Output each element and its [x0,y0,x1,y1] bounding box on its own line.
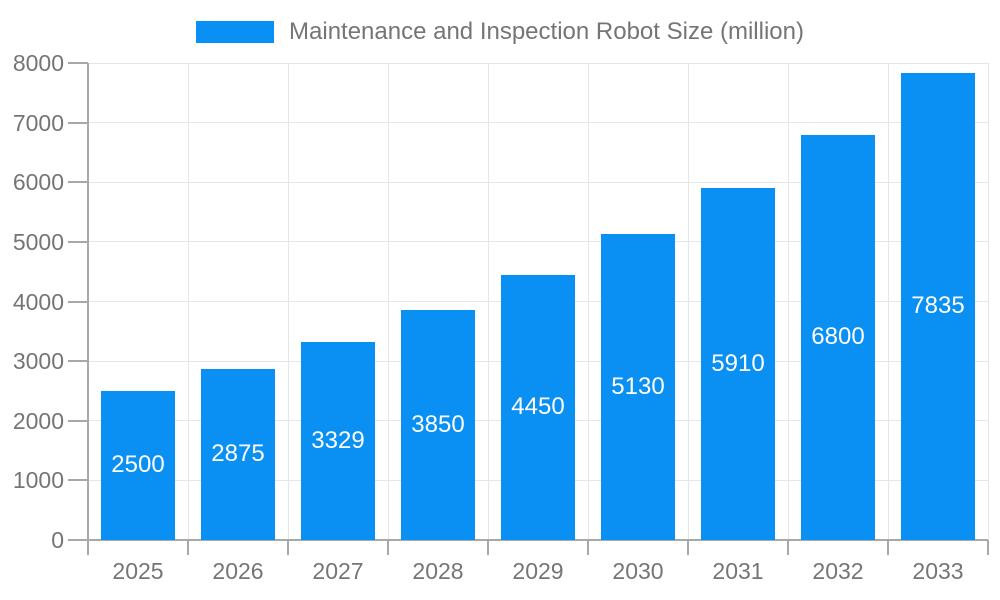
x-axis-tick [287,540,289,555]
bar [801,134,875,540]
bar [501,274,575,540]
x-axis-tick-label: 2030 [612,558,664,584]
y-axis-tick-label: 0 [51,527,64,553]
x-axis-tick-label: 2027 [312,558,364,584]
y-axis-tick-label: 5000 [12,228,64,255]
x-axis-tick [587,540,589,555]
y-axis-tick-label: 7000 [12,109,64,136]
x-axis-tick [487,540,489,555]
y-axis-tick [68,419,88,422]
x-axis-tick [387,540,389,555]
bar-value-label: 2500 [111,451,165,479]
legend-swatch [196,21,275,43]
bar-value-label: 4450 [511,393,565,421]
y-axis-tick [68,360,88,363]
y-axis-tick-label: 1000 [12,467,64,494]
x-axis-tick-label: 2029 [512,558,564,584]
gridline-horizontal [88,181,988,183]
gridline-vertical [387,63,389,540]
bar [101,390,175,540]
y-axis-tick-label: 6000 [12,169,64,196]
bar-value-label: 5910 [711,349,765,377]
y-axis-tick [68,121,88,124]
x-axis-tick-label: 2032 [812,558,864,584]
gridline-vertical [787,63,789,540]
bar-value-label: 6800 [811,323,865,351]
x-axis-tick [87,540,89,555]
bar [301,341,375,540]
y-axis-tick-label: 3000 [12,348,64,375]
y-axis-tick [68,539,88,541]
y-axis-tick [68,300,88,303]
x-axis-tick [687,540,689,555]
bar-value-label: 3850 [411,411,465,439]
gridline-vertical [287,63,289,540]
y-axis-tick [68,479,88,482]
y-axis-tick [68,62,88,64]
bar [601,234,675,540]
y-axis-tick-label: 8000 [12,50,64,76]
gridline-vertical [987,63,989,540]
bar-value-label: 5130 [611,373,665,401]
gridline-horizontal [88,122,988,124]
y-axis-line [87,63,89,555]
x-axis-line [88,539,988,541]
x-axis-tick-label: 2025 [112,558,164,584]
bar-value-label: 7835 [911,292,965,320]
gridline-horizontal [88,241,988,243]
gridline-horizontal [88,62,988,64]
x-axis-tick-label: 2026 [212,558,264,584]
x-axis-tick [887,540,889,555]
gridline-vertical [587,63,589,540]
x-axis-tick [787,540,789,555]
gridline-vertical [187,63,189,540]
bar-value-label: 2875 [211,440,265,468]
y-axis-tick [68,181,88,184]
y-axis-tick [68,240,88,243]
bar [901,72,975,540]
x-axis-tick-label: 2031 [712,558,764,584]
bar [401,310,475,540]
legend-item[interactable]: Maintenance and Inspection Robot Size (m… [0,14,1000,50]
bar [201,368,275,540]
y-axis-tick-label: 2000 [12,407,64,434]
x-axis-tick-label: 2028 [412,558,464,584]
x-axis-tick-label: 2033 [912,558,964,584]
gridline-vertical [887,63,889,540]
bar [701,187,775,540]
gridline-vertical [487,63,489,540]
y-axis-tick-label: 4000 [12,288,64,315]
gridline-vertical [687,63,689,540]
bar-value-label: 3329 [311,426,365,454]
legend-label: Maintenance and Inspection Robot Size (m… [289,18,804,45]
x-axis-tick [987,540,989,555]
x-axis-tick [187,540,189,555]
